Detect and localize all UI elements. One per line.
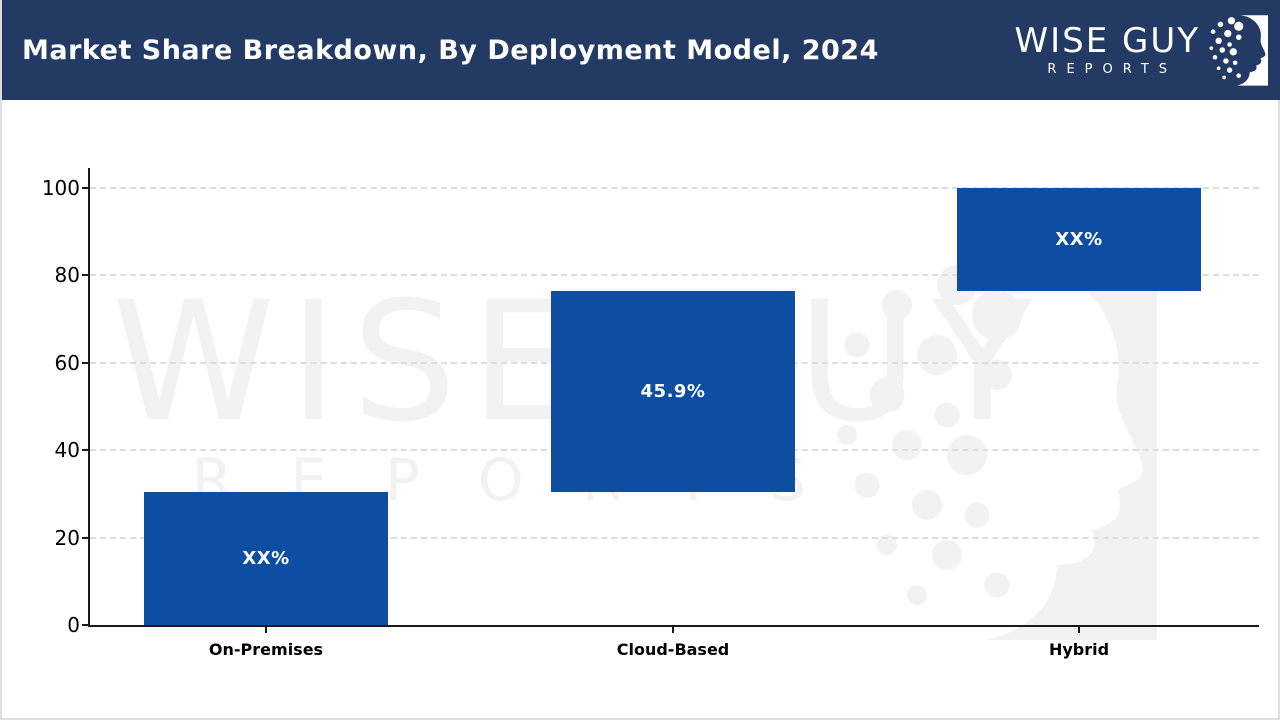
y-tick-label: 80 (54, 263, 80, 287)
bar-hybrid: XX% (957, 187, 1201, 292)
logo-subtitle: REPORTS (1047, 61, 1178, 77)
bar-on-premises: XX% (144, 492, 388, 625)
y-tick-label: 0 (67, 613, 80, 637)
y-tick-mark (82, 186, 89, 189)
bar-value-label: 45.9% (640, 381, 706, 403)
y-tick-label: 40 (54, 438, 80, 462)
x-tick-mark (672, 627, 674, 633)
y-tick-label: 60 (54, 350, 80, 375)
gridline (90, 536, 1259, 539)
wiseguy-logo: WISE GUY REPORTS (1014, 11, 1280, 89)
bar-cloud-based: 45.9% (551, 291, 795, 492)
bar-value-label: XX% (1055, 228, 1103, 250)
y-axis-line (88, 168, 90, 627)
y-tick-mark (82, 274, 89, 276)
x-tick-mark (1078, 627, 1080, 633)
x-tick-label: On-Premises (208, 640, 324, 659)
gridline (90, 186, 1259, 189)
header-bar: Market Share Breakdown, By Deployment Mo… (2, 0, 1280, 100)
chart-title: Market Share Breakdown, By Deployment Mo… (22, 34, 879, 66)
y-tick-mark (82, 536, 89, 539)
x-tick-mark (265, 627, 267, 633)
x-tick-label: Cloud-Based (616, 640, 730, 659)
y-tick-mark (82, 449, 89, 451)
x-tick-label: Hybrid (1048, 640, 1110, 659)
x-axis-line (88, 625, 1259, 627)
bar-value-label: XX% (242, 548, 290, 569)
logo-wordmark: WISE GUY (1014, 20, 1200, 61)
y-tick-mark (82, 624, 89, 626)
y-tick-label: 20 (54, 525, 80, 550)
y-tick-mark (82, 361, 89, 364)
gridline (90, 274, 1259, 276)
logo-face-icon (1209, 15, 1268, 86)
y-tick-label: 100 (41, 175, 80, 200)
